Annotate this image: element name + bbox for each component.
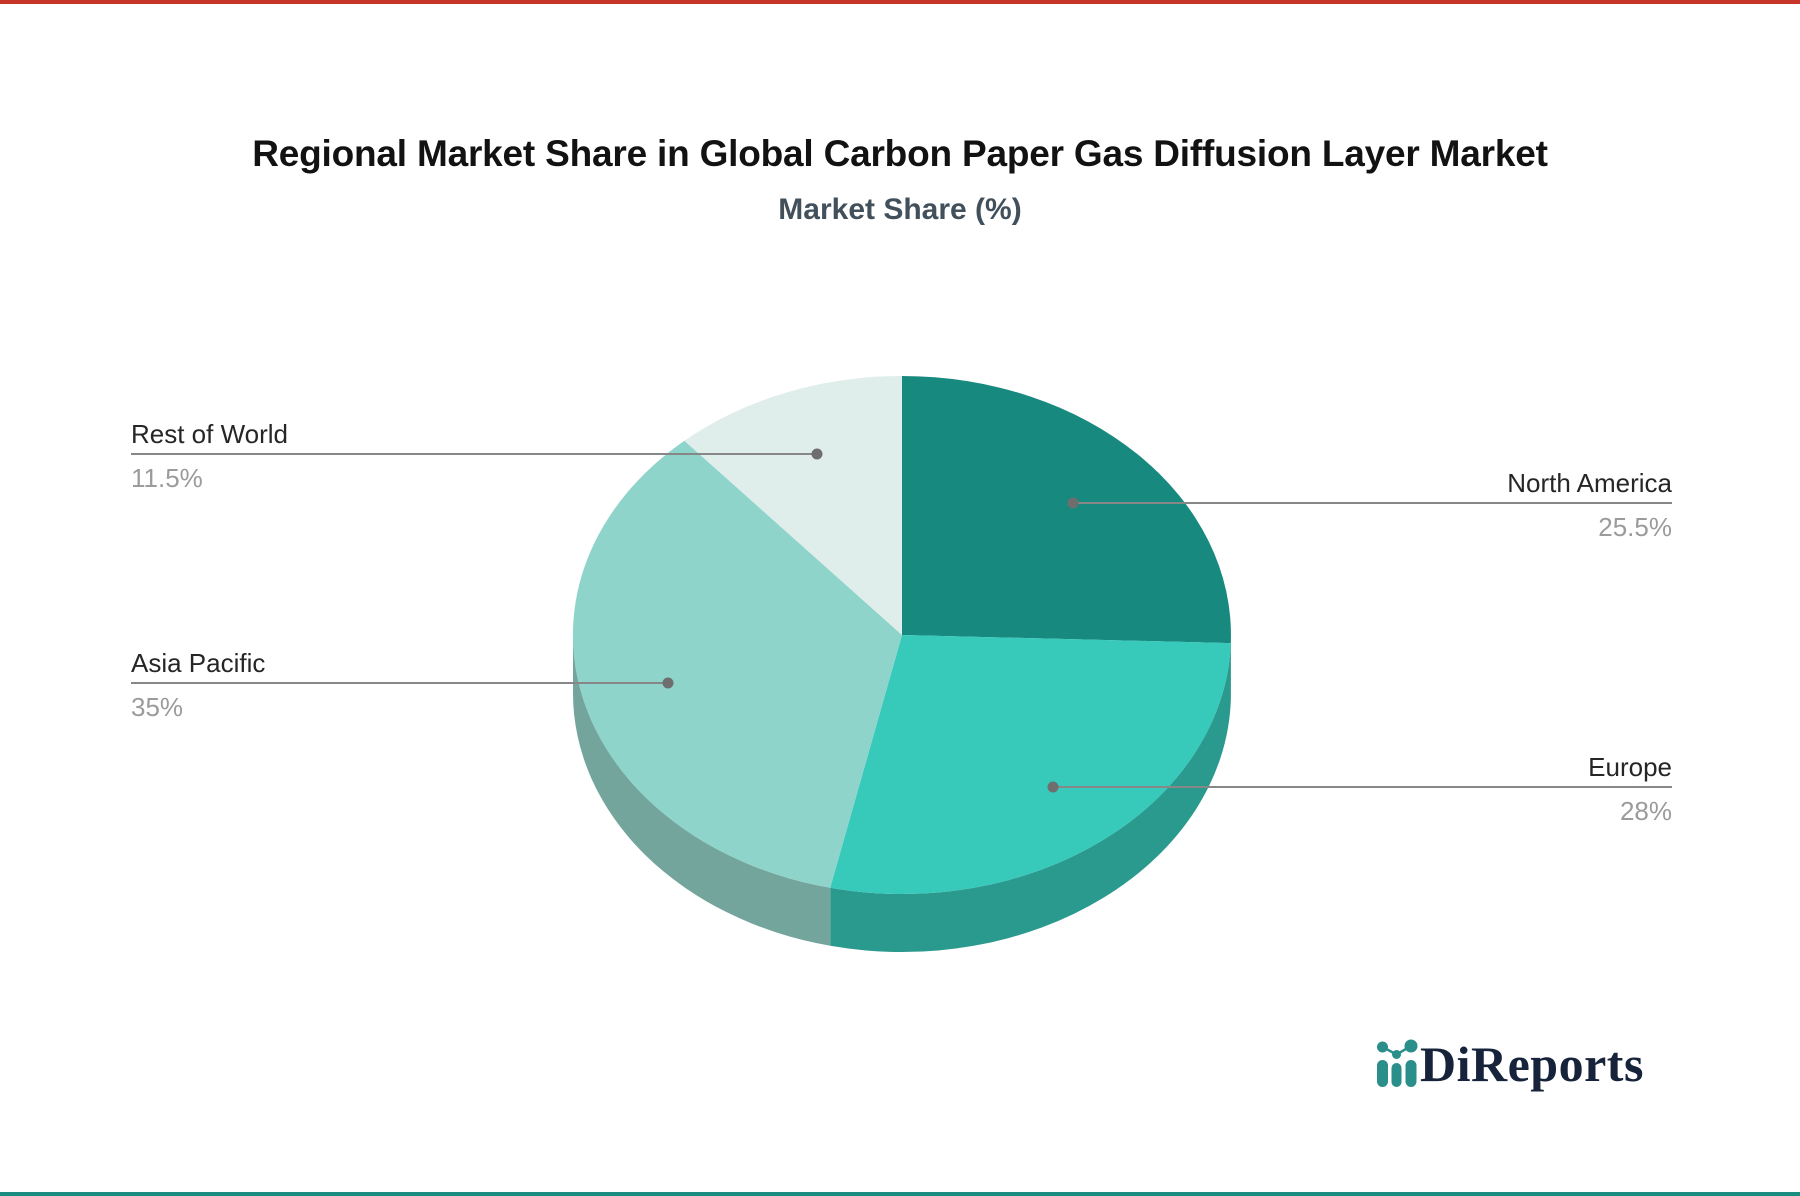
label-rest-of-world: Rest of World <box>131 419 289 449</box>
pie-side-europe <box>830 643 1231 953</box>
direports-logo: DiReports <box>1372 1034 1652 1104</box>
leader-dot-asia-pacific <box>662 677 674 689</box>
value-europe: 28% <box>1619 796 1672 826</box>
logo-text: DiReports <box>1420 1036 1644 1092</box>
chart-title: Regional Market Share in Global Carbon P… <box>252 133 1548 174</box>
leader-dot-rest-of-world <box>811 448 823 460</box>
label-asia-pacific: Asia Pacific <box>131 648 266 678</box>
bottom-accent-bar <box>0 1192 1800 1196</box>
mini-bar-chart-icon <box>1377 1039 1418 1087</box>
pie-slice-asia-pacific[interactable] <box>572 440 902 888</box>
value-asia-pacific: 35% <box>131 692 184 722</box>
value-rest-of-world: 11.5% <box>131 463 203 493</box>
value-north-america: 25.5% <box>1598 512 1672 542</box>
leader-dot-europe <box>1047 781 1059 793</box>
leader-dot-north-america <box>1067 497 1079 509</box>
pie-side-asia-pacific <box>573 635 831 946</box>
top-accent-bar <box>0 0 1800 4</box>
pie-slice-europe[interactable] <box>830 635 1231 895</box>
pie-slice-rest-of-world[interactable] <box>684 375 902 635</box>
label-europe: Europe <box>1588 752 1672 782</box>
chart-subtitle: Market Share (%) <box>778 193 1022 226</box>
label-north-america: North America <box>1507 468 1672 498</box>
pie-slice-north-america[interactable] <box>902 376 1231 644</box>
